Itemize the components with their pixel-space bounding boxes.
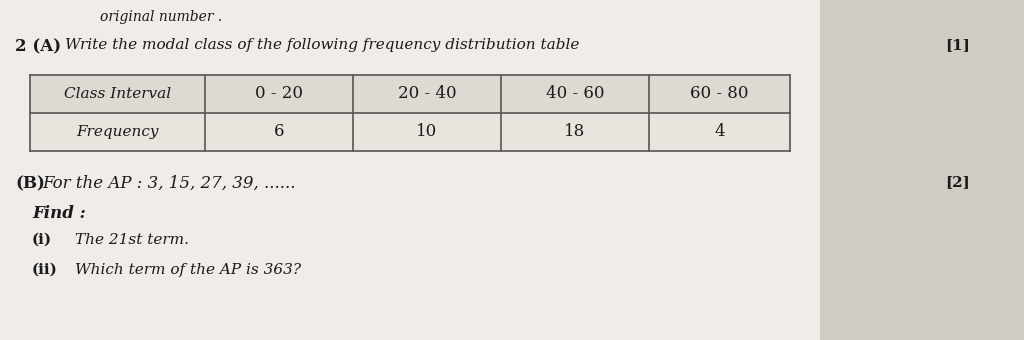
Text: 40 - 60: 40 - 60 <box>546 85 604 102</box>
Bar <box>820 0 1024 340</box>
Text: 10: 10 <box>417 123 437 140</box>
Text: 2 (A): 2 (A) <box>15 38 61 55</box>
Text: Class Interval: Class Interval <box>63 87 171 101</box>
Text: 4: 4 <box>714 123 725 140</box>
Bar <box>0 0 910 340</box>
Text: (ii): (ii) <box>32 263 58 277</box>
Text: original number .: original number . <box>100 10 222 24</box>
Text: [2]: [2] <box>945 175 970 189</box>
Text: 18: 18 <box>564 123 586 140</box>
Text: (B): (B) <box>15 175 45 192</box>
Text: 60 - 80: 60 - 80 <box>690 85 749 102</box>
Text: Frequency: Frequency <box>76 125 159 139</box>
Text: 0 - 20: 0 - 20 <box>255 85 303 102</box>
Text: 20 - 40: 20 - 40 <box>397 85 457 102</box>
Text: Which term of the AP is 363?: Which term of the AP is 363? <box>75 263 301 277</box>
Text: 6: 6 <box>273 123 285 140</box>
Text: For the AP : 3, 15, 27, 39, ......: For the AP : 3, 15, 27, 39, ...... <box>42 175 296 192</box>
Text: The 21st term.: The 21st term. <box>75 233 189 247</box>
Text: (i): (i) <box>32 233 52 247</box>
Text: Find :: Find : <box>32 205 86 222</box>
Text: Write the modal class of the following frequency distribution table: Write the modal class of the following f… <box>65 38 580 52</box>
Text: [1]: [1] <box>945 38 970 52</box>
Bar <box>30 113 790 151</box>
Bar <box>30 75 790 113</box>
